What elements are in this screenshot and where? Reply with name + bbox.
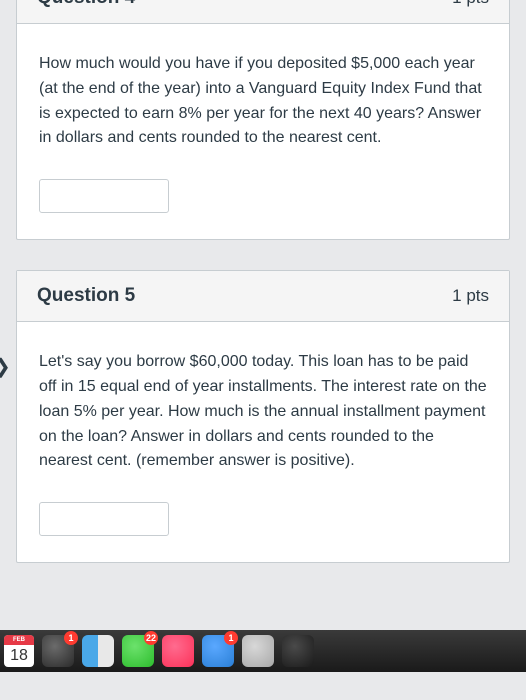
question-body: How much would you have if you deposited… (17, 24, 509, 239)
answer-input[interactable] (39, 502, 169, 536)
finder-icon[interactable] (82, 635, 114, 667)
question-card-4: Question 4 1 pts How much would you have… (16, 0, 510, 240)
question-header: Question 4 1 pts (17, 0, 509, 24)
answer-input[interactable] (39, 179, 169, 213)
app-icon[interactable] (242, 635, 274, 667)
calendar-month: FEB (4, 635, 34, 645)
app-icon[interactable] (282, 635, 314, 667)
macos-dock: FEB 18 1 22 1 (0, 630, 526, 672)
question-points: 1 pts (452, 0, 489, 8)
calendar-icon[interactable]: FEB 18 (4, 635, 34, 667)
settings-icon[interactable]: 1 (42, 635, 74, 667)
question-card-5: Question 5 1 pts Let's say you borrow $6… (16, 270, 510, 563)
question-header: Question 5 1 pts (17, 271, 509, 322)
messages-icon[interactable]: 22 (122, 635, 154, 667)
calendar-day: 18 (4, 645, 34, 667)
notification-badge: 1 (64, 631, 78, 645)
question-title: Question 4 (37, 0, 135, 9)
question-points: 1 pts (452, 286, 489, 306)
nav-chevron-right[interactable]: ❯ (0, 354, 12, 380)
notification-badge: 22 (144, 631, 158, 645)
question-text: How much would you have if you deposited… (39, 52, 487, 151)
app-icon[interactable]: 1 (202, 635, 234, 667)
question-body: Let's say you borrow $60,000 today. This… (17, 322, 509, 562)
question-title: Question 5 (37, 285, 135, 307)
music-icon[interactable] (162, 635, 194, 667)
question-text: Let's say you borrow $60,000 today. This… (39, 350, 487, 474)
notification-badge: 1 (224, 631, 238, 645)
